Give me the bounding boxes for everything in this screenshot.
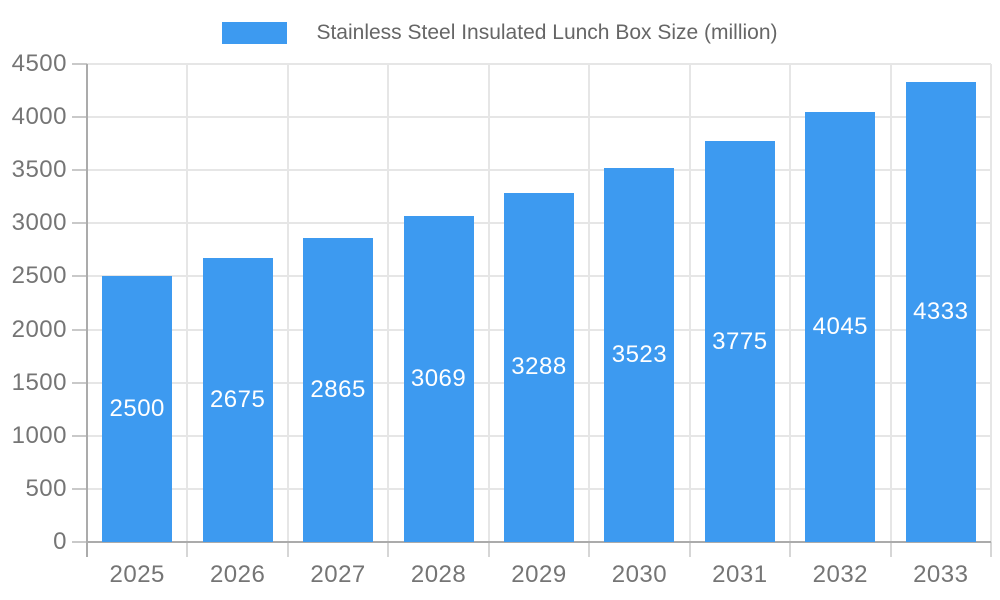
y-tick xyxy=(72,381,87,384)
x-tick xyxy=(487,542,490,557)
y-tick xyxy=(72,63,87,65)
y-axis-label: 1500 xyxy=(11,368,67,396)
bar-value-label: 3069 xyxy=(410,365,467,392)
x-tick xyxy=(588,542,591,557)
bar-value-label: 3523 xyxy=(611,340,668,368)
x-tick xyxy=(789,542,792,557)
y-axis-line xyxy=(86,64,88,557)
y-tick xyxy=(72,275,87,278)
y-tick xyxy=(72,328,87,331)
x-axis-label: 2028 xyxy=(410,561,467,588)
v-gridline xyxy=(286,64,289,542)
y-tick xyxy=(72,487,87,490)
y-tick xyxy=(72,434,87,437)
x-tick xyxy=(387,542,390,557)
y-axis-label: 0 xyxy=(53,528,67,555)
legend-swatch xyxy=(222,22,288,44)
v-gridline xyxy=(889,64,892,542)
v-gridline xyxy=(588,64,591,542)
bar-2032[interactable] xyxy=(805,112,876,542)
h-gridline xyxy=(87,116,991,119)
bar-2027[interactable] xyxy=(303,237,374,542)
y-tick xyxy=(72,169,87,172)
y-tick xyxy=(72,222,87,225)
x-axis-label: 2031 xyxy=(712,561,768,588)
bar-2026[interactable] xyxy=(202,257,273,542)
bar-2025[interactable] xyxy=(102,276,173,542)
x-tick xyxy=(990,542,992,557)
x-axis-label: 2029 xyxy=(511,561,567,588)
x-axis-label: 2032 xyxy=(812,561,869,588)
x-tick xyxy=(688,542,691,557)
y-axis-label: 500 xyxy=(25,474,67,502)
y-axis-label: 1000 xyxy=(11,421,67,449)
y-axis-label: 3500 xyxy=(11,156,67,184)
v-gridline xyxy=(789,64,792,542)
bar-2030[interactable] xyxy=(604,167,675,542)
v-gridline xyxy=(186,64,189,542)
legend-label: Stainless Steel Insulated Lunch Box Size… xyxy=(316,21,778,44)
x-axis-label: 2025 xyxy=(109,561,165,588)
x-axis-label: 2026 xyxy=(209,561,266,588)
y-tick xyxy=(72,541,87,543)
bar-value-label: 2500 xyxy=(109,395,165,423)
x-axis-line xyxy=(87,541,991,543)
bar-value-label: 2865 xyxy=(310,375,366,403)
y-axis-label: 3000 xyxy=(11,209,67,237)
h-gridline xyxy=(87,169,991,172)
bar-value-label: 2675 xyxy=(209,385,266,413)
bar-value-label: 3775 xyxy=(712,327,768,355)
y-axis-label: 4000 xyxy=(11,103,67,131)
y-axis-label: 2000 xyxy=(11,315,67,343)
y-tick xyxy=(72,116,87,119)
bar-value-label: 4045 xyxy=(812,313,869,341)
bar-2031[interactable] xyxy=(704,141,775,542)
bar-2028[interactable] xyxy=(403,216,474,542)
v-gridline xyxy=(387,64,390,542)
bar-2029[interactable] xyxy=(504,192,574,542)
h-gridline xyxy=(87,63,991,65)
y-axis-label: 4500 xyxy=(11,50,67,77)
x-axis-label: 2030 xyxy=(611,561,668,588)
v-gridline xyxy=(990,64,992,542)
bar-value-label: 4333 xyxy=(913,297,969,325)
bar-2033[interactable] xyxy=(905,81,976,542)
v-gridline xyxy=(688,64,691,542)
y-axis-label: 2500 xyxy=(11,262,67,290)
v-gridline xyxy=(487,64,490,542)
x-tick xyxy=(186,542,189,557)
x-tick xyxy=(889,542,892,557)
legend[interactable]: Stainless Steel Insulated Lunch Box Size… xyxy=(0,21,1000,45)
bar-value-label: 3288 xyxy=(511,353,567,381)
x-axis-label: 2027 xyxy=(310,561,366,588)
x-axis-label: 2033 xyxy=(913,561,969,588)
x-tick xyxy=(286,542,289,557)
